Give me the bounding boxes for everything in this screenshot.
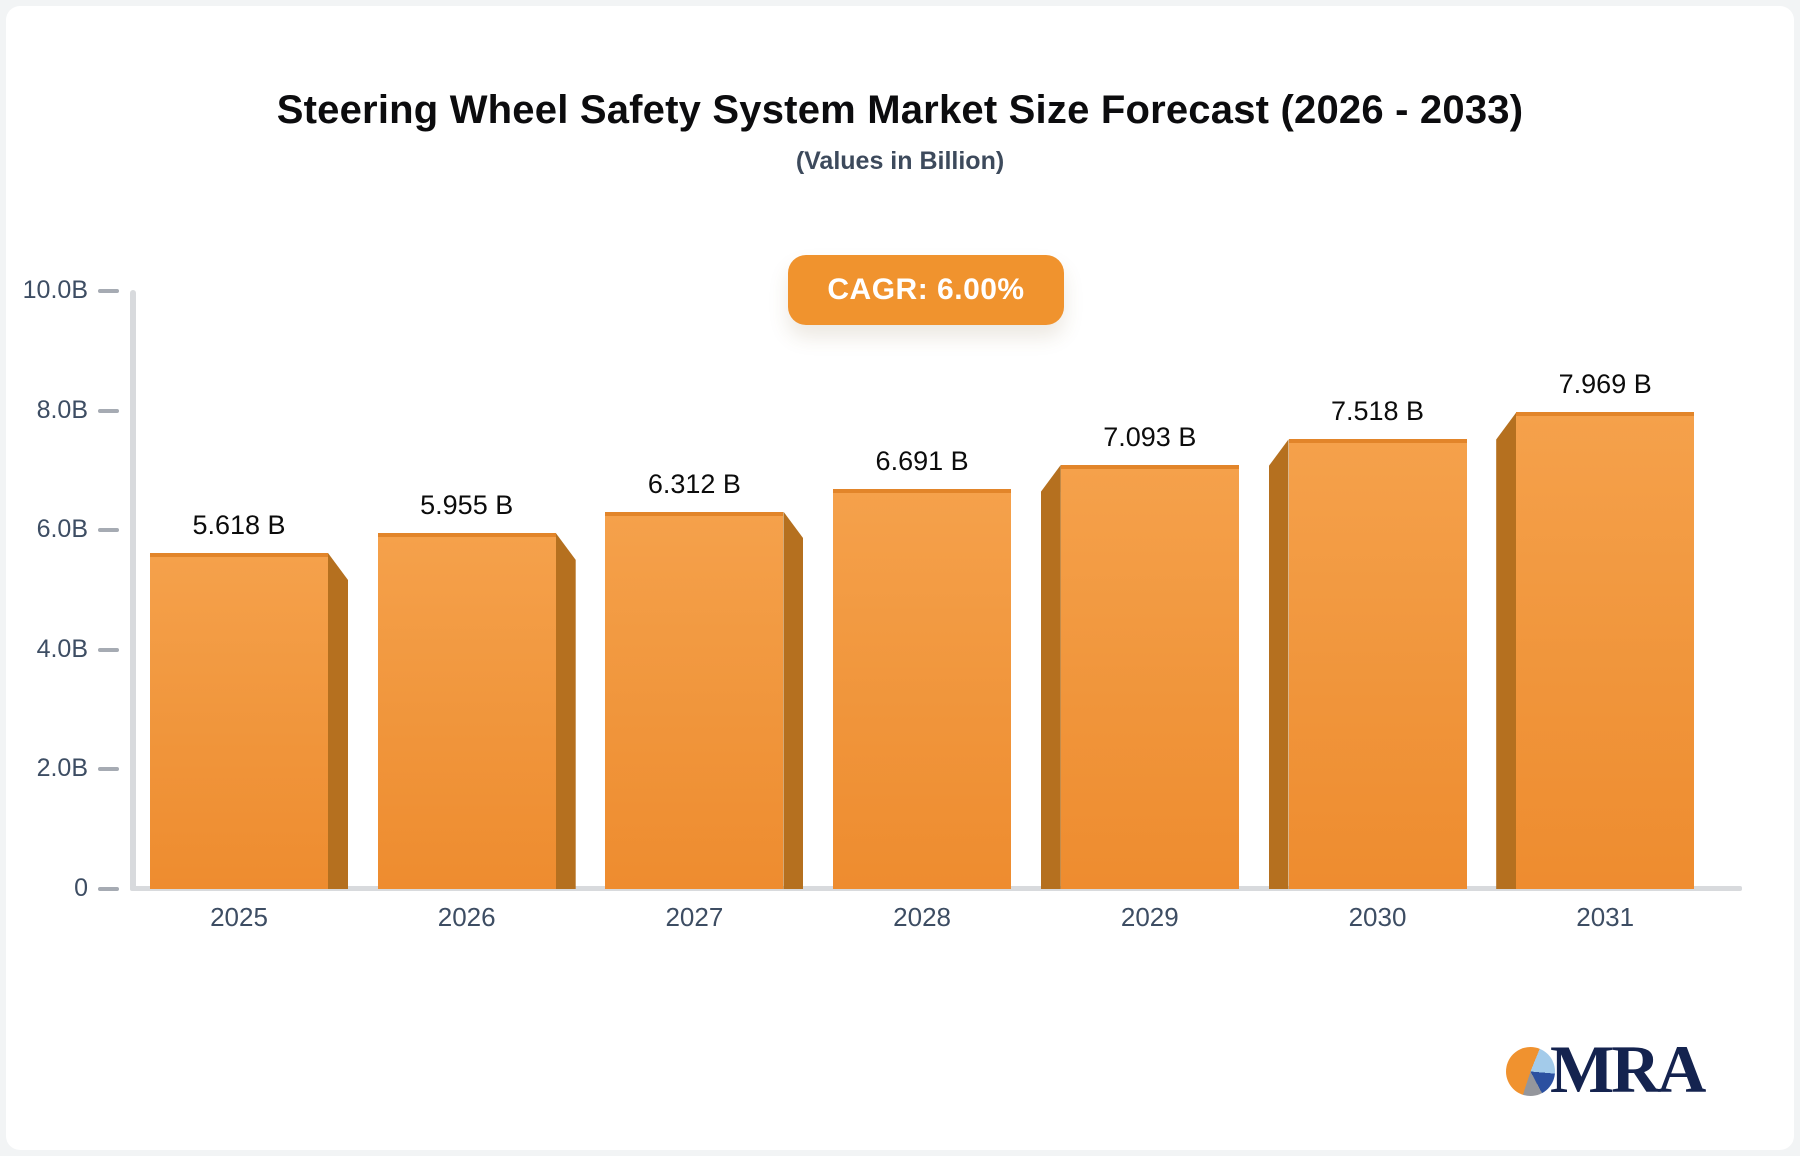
y-tick-mark	[98, 408, 119, 413]
bar-3d-side	[1496, 412, 1517, 889]
y-tick-mark	[98, 767, 119, 772]
bar-front-face	[833, 488, 1012, 889]
bar-3d-side	[328, 553, 348, 889]
x-tick-label: 2025	[210, 902, 268, 932]
bar-3d-side	[1040, 464, 1061, 889]
pie-chart-logo-icon	[1506, 1047, 1555, 1096]
x-tick-label: 2029	[1120, 902, 1179, 932]
bar-3d-side	[783, 511, 804, 889]
y-axis-line	[130, 290, 136, 891]
bar-value-label: 7.969 B	[1558, 369, 1652, 400]
bar-3d-side	[1268, 439, 1289, 889]
y-tick-label: 2.0B	[36, 754, 88, 783]
bar-front-face	[1288, 439, 1467, 889]
y-tick-label: 0	[74, 874, 88, 902]
bar-front-face	[377, 532, 556, 889]
chart-subtitle: (Values in Billion)	[795, 147, 1005, 175]
chart-title: Steering Wheel Safety System Market Size…	[276, 88, 1524, 132]
bar-value-label: 7.093 B	[1103, 421, 1197, 452]
y-tick-mark	[98, 289, 119, 293]
y-tick-label: 10.0B	[22, 276, 88, 304]
x-tick-label: 2026	[437, 902, 496, 932]
brand-logo: MRA	[1504, 1031, 1714, 1107]
y-tick-mark	[98, 887, 119, 891]
bar-value-label: 6.691 B	[875, 445, 969, 476]
brand-logo-text: MRA	[1550, 1031, 1706, 1107]
bar-value-label: 6.312 B	[647, 468, 741, 499]
bar-value-label: 7.518 B	[1330, 396, 1425, 427]
x-tick-label: 2027	[665, 902, 724, 932]
bar-front-face	[1060, 464, 1239, 889]
x-tick-label: 2028	[893, 902, 952, 932]
y-tick-mark	[98, 528, 119, 533]
cagr-badge: CAGR: 6.00%	[788, 255, 1064, 325]
bar-3d-side	[555, 532, 576, 889]
y-tick-label: 6.0B	[36, 515, 88, 544]
bar-value-label: 5.955 B	[420, 489, 514, 520]
y-tick-label: 8.0B	[36, 395, 88, 424]
bar-value-label: 5.618 B	[192, 510, 286, 541]
bar-front-face	[150, 553, 328, 889]
y-tick-mark	[98, 647, 119, 652]
y-tick-label: 4.0B	[36, 634, 88, 663]
bar-front-face	[605, 511, 784, 889]
x-tick-label: 2030	[1348, 902, 1407, 932]
x-tick-label: 2031	[1576, 902, 1635, 932]
bar-front-face	[1516, 412, 1695, 889]
